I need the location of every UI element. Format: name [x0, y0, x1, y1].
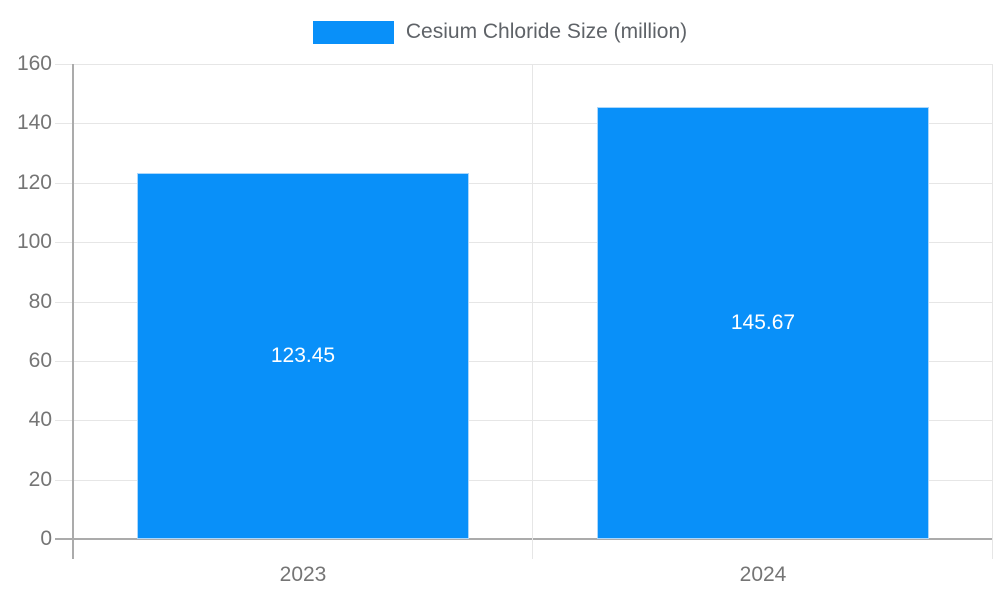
- y-gridline: [55, 242, 993, 244]
- legend[interactable]: Cesium Chloride Size (million): [0, 20, 1000, 44]
- y-axis-tick-label: 160: [16, 52, 52, 75]
- y-gridline: [55, 479, 993, 481]
- y-axis-tick-label: 100: [16, 230, 52, 254]
- category-boundary-line: [532, 64, 533, 559]
- x-axis-tick-label: 2024: [739, 563, 787, 586]
- y-gridline: [55, 420, 993, 422]
- bar[interactable]: [597, 106, 929, 539]
- x-axis-tick-label: 2023: [279, 563, 327, 586]
- y-axis-tick-label: 80: [28, 289, 52, 313]
- y-axis-tick-label: 40: [28, 408, 52, 432]
- y-axis-line: [72, 64, 74, 559]
- x-axis-line: [55, 538, 993, 540]
- y-gridline: [55, 123, 993, 125]
- category-boundary-line: [992, 64, 993, 559]
- y-gridline: [55, 301, 993, 303]
- y-gridline: [55, 182, 993, 184]
- y-axis-tick-label: 140: [16, 111, 52, 135]
- legend-swatch: [312, 20, 394, 44]
- bar[interactable]: [137, 172, 469, 539]
- y-axis-tick-label: 20: [28, 467, 52, 491]
- y-gridline: [55, 360, 993, 362]
- legend-label: Cesium Chloride Size (million): [405, 20, 688, 43]
- y-axis-tick-label: 60: [28, 348, 52, 372]
- y-gridline: [55, 64, 993, 65]
- y-axis-tick-label: 0: [40, 527, 52, 550]
- y-axis-tick-label: 120: [16, 170, 52, 194]
